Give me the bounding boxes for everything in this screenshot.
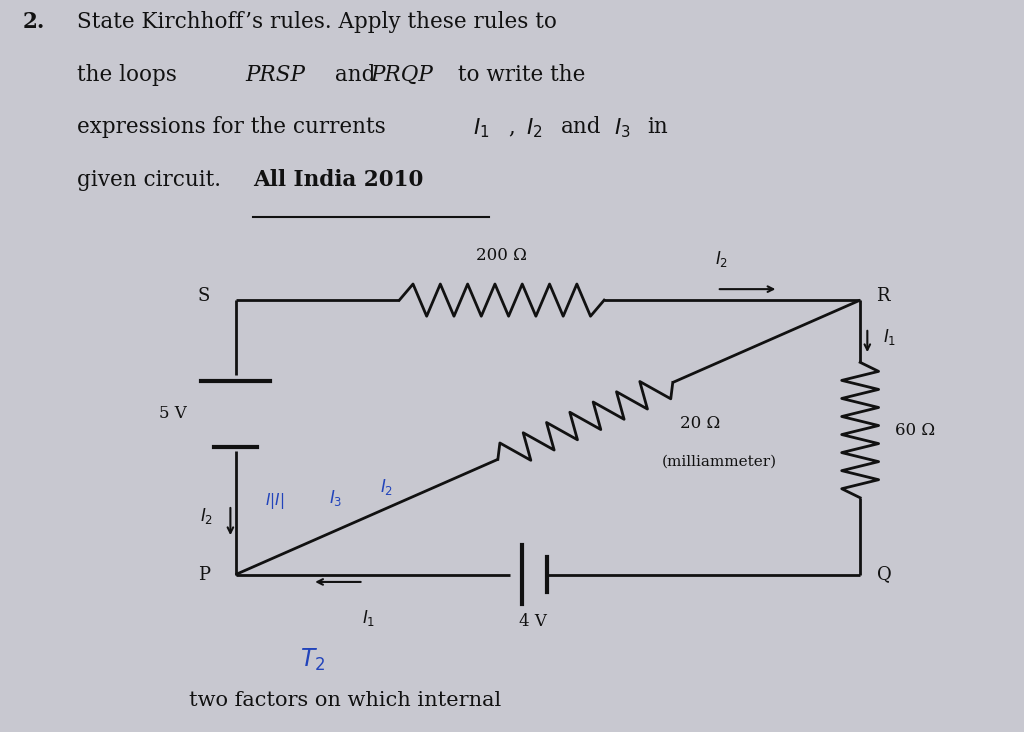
Text: two factors on which internal: two factors on which internal	[189, 691, 502, 710]
Text: $I|I|$: $I|I|$	[265, 491, 284, 512]
Text: $I_2$: $I_2$	[381, 477, 393, 497]
Text: expressions for the currents: expressions for the currents	[77, 116, 392, 138]
Text: $I_2$: $I_2$	[716, 250, 728, 269]
Text: ,: ,	[508, 116, 515, 138]
Text: $I_1$: $I_1$	[362, 608, 375, 627]
Text: given circuit.: given circuit.	[77, 169, 227, 191]
Text: P: P	[198, 566, 210, 583]
Text: the loops: the loops	[77, 64, 183, 86]
Text: to write the: to write the	[451, 64, 585, 86]
Text: Q: Q	[877, 566, 891, 583]
Text: and: and	[561, 116, 602, 138]
Text: S: S	[198, 288, 210, 305]
Text: 2.: 2.	[23, 11, 45, 33]
Text: 5 V: 5 V	[159, 405, 186, 422]
Text: 4 V: 4 V	[518, 613, 547, 630]
Text: 200 Ω: 200 Ω	[476, 247, 527, 264]
Text: in: in	[647, 116, 668, 138]
Text: All India 2010: All India 2010	[253, 169, 423, 191]
Text: 60 Ω: 60 Ω	[895, 422, 935, 438]
Text: R: R	[877, 288, 890, 305]
Text: $I_3$: $I_3$	[329, 488, 343, 508]
Text: $I_3$: $I_3$	[614, 116, 631, 140]
Text: (milliammeter): (milliammeter)	[662, 455, 777, 468]
Text: State Kirchhoff’s rules. Apply these rules to: State Kirchhoff’s rules. Apply these rul…	[77, 11, 557, 33]
Text: 20 Ω: 20 Ω	[680, 415, 721, 432]
Text: $I_1$: $I_1$	[473, 116, 489, 140]
Text: $I_1$: $I_1$	[883, 326, 896, 347]
Text: PRQP: PRQP	[371, 64, 433, 86]
Text: and: and	[328, 64, 382, 86]
Text: $I_2$: $I_2$	[526, 116, 543, 140]
Text: PRSP: PRSP	[246, 64, 306, 86]
Text: $T_2$: $T_2$	[300, 646, 325, 673]
Text: $I_2$: $I_2$	[200, 506, 213, 526]
